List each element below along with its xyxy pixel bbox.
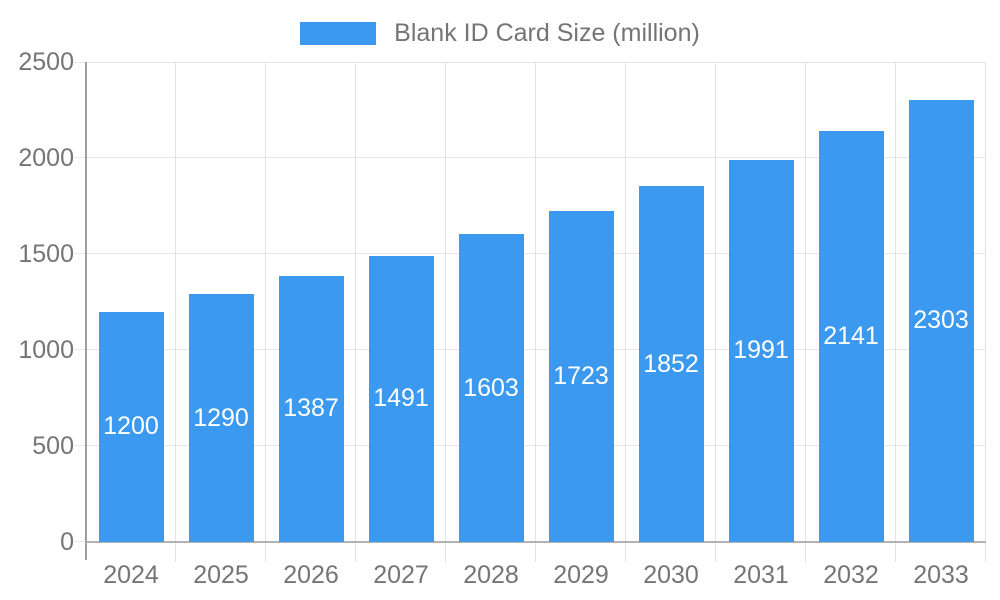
y-tick-label: 2000 — [18, 144, 74, 172]
legend-swatch — [300, 22, 377, 45]
category-gridline — [265, 62, 266, 562]
y-gridline — [74, 62, 986, 63]
bar-2031: 1991 — [728, 159, 794, 542]
bar-2030: 1852 — [638, 186, 704, 542]
x-tick-label: 2029 — [553, 561, 609, 589]
bar-value-label: 1200 — [103, 412, 159, 441]
bar-2033: 2303 — [908, 99, 974, 542]
chart-legend: Blank ID Card Size (million) — [0, 19, 1000, 48]
bar-value-label: 1852 — [643, 349, 699, 378]
y-axis-line — [85, 62, 87, 560]
bar-2032: 2141 — [818, 130, 884, 542]
bar-value-label: 1491 — [373, 384, 429, 413]
y-tick-label: 500 — [32, 432, 74, 460]
bar-2028: 1603 — [458, 234, 524, 542]
y-gridline — [74, 445, 986, 446]
bar-2025: 1290 — [188, 294, 254, 542]
category-gridline — [175, 62, 176, 562]
bar-2027: 1491 — [368, 255, 434, 542]
category-gridline — [895, 62, 896, 562]
bar-2024: 1200 — [98, 311, 164, 542]
bar-value-label: 1723 — [553, 362, 609, 391]
x-tick-label: 2028 — [463, 561, 519, 589]
bar-value-label: 2303 — [913, 306, 969, 335]
y-tick-label: 2500 — [18, 48, 74, 76]
category-gridline — [445, 62, 446, 562]
x-tick-label: 2027 — [373, 561, 429, 589]
x-tick-label: 2026 — [283, 561, 339, 589]
bar-2026: 1387 — [278, 275, 344, 542]
x-tick-label: 2032 — [823, 561, 879, 589]
category-gridline — [805, 62, 806, 562]
y-gridline — [74, 157, 986, 158]
y-gridline — [74, 349, 986, 350]
x-axis-baseline — [86, 541, 986, 543]
category-gridline — [715, 62, 716, 562]
category-gridline — [355, 62, 356, 562]
legend-title: Blank ID Card Size (million) — [394, 19, 700, 47]
y-tick-label: 0 — [60, 528, 74, 556]
bar-value-label: 1387 — [283, 394, 339, 423]
bar-value-label: 1991 — [733, 336, 789, 365]
category-gridline — [535, 62, 536, 562]
x-tick-label: 2030 — [643, 561, 699, 589]
y-tick-label: 1500 — [18, 240, 74, 268]
y-gridline — [74, 253, 986, 254]
y-gridline — [74, 541, 86, 542]
bar-value-label: 2141 — [823, 321, 879, 350]
category-gridline — [625, 62, 626, 562]
x-tick-label: 2024 — [103, 561, 159, 589]
bar-chart-plot-area: 1200 1290 1387 1491 1603 1723 1852 1991 2141 2303 — [74, 62, 986, 562]
bar-value-label: 1603 — [463, 373, 519, 402]
x-tick-label: 2025 — [193, 561, 249, 589]
x-tick-label: 2031 — [733, 561, 789, 589]
bar-value-label: 1290 — [193, 403, 249, 432]
bar-2029: 1723 — [548, 211, 614, 542]
x-tick-label: 2033 — [913, 561, 969, 589]
category-gridline — [985, 62, 986, 562]
y-tick-label: 1000 — [18, 336, 74, 364]
